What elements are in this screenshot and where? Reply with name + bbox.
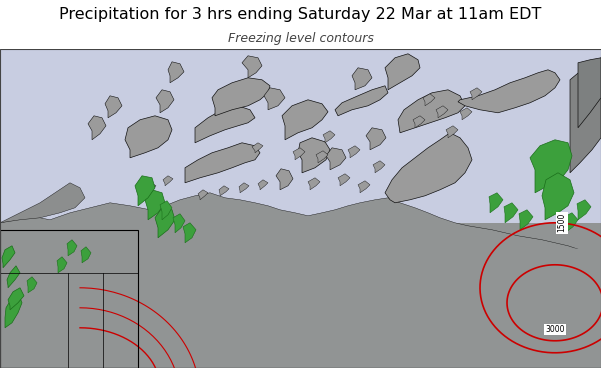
Polygon shape [436,106,448,118]
Polygon shape [8,288,24,310]
Polygon shape [163,176,173,186]
Polygon shape [276,169,293,190]
Polygon shape [358,181,370,193]
Polygon shape [578,58,601,128]
Polygon shape [168,62,184,83]
Polygon shape [385,54,420,90]
Polygon shape [385,133,472,203]
Polygon shape [504,203,518,223]
Polygon shape [27,277,37,293]
Polygon shape [185,143,260,183]
Polygon shape [264,88,285,110]
Polygon shape [160,201,172,220]
Polygon shape [282,100,328,140]
Polygon shape [0,223,601,368]
Polygon shape [212,78,270,116]
Bar [0,230,138,368]
Polygon shape [564,213,578,233]
Polygon shape [423,94,435,106]
Polygon shape [135,176,155,206]
Polygon shape [173,214,185,233]
Polygon shape [446,126,458,138]
Polygon shape [458,70,560,113]
Polygon shape [252,143,263,153]
Polygon shape [316,151,328,163]
Polygon shape [542,173,574,220]
Polygon shape [145,190,165,220]
Polygon shape [2,246,15,268]
Polygon shape [338,174,350,186]
Polygon shape [57,257,67,273]
Polygon shape [352,68,372,90]
Polygon shape [335,86,388,116]
Polygon shape [489,193,503,213]
Polygon shape [146,183,156,193]
Text: 3000: 3000 [545,325,565,334]
Polygon shape [195,106,255,143]
Polygon shape [183,223,196,243]
Text: 1500: 1500 [558,213,567,233]
Polygon shape [570,58,601,173]
Text: Precipitation for 3 hrs ending Saturday 22 Mar at 11am EDT: Precipitation for 3 hrs ending Saturday … [59,7,542,22]
Polygon shape [105,96,122,118]
Polygon shape [0,193,601,368]
Polygon shape [577,200,591,220]
Polygon shape [460,108,472,120]
Polygon shape [308,178,320,190]
Polygon shape [156,90,174,113]
Polygon shape [326,148,346,170]
Polygon shape [155,208,175,238]
Polygon shape [0,223,601,368]
Polygon shape [323,131,335,143]
Polygon shape [366,128,386,150]
Polygon shape [413,116,425,128]
Polygon shape [242,56,262,78]
Polygon shape [373,161,385,173]
Polygon shape [198,190,208,200]
Polygon shape [293,148,305,160]
Polygon shape [7,266,20,288]
Polygon shape [125,116,172,158]
Polygon shape [470,88,482,100]
Polygon shape [67,240,77,256]
Text: Freezing level contours: Freezing level contours [228,32,373,45]
Polygon shape [239,183,249,193]
Polygon shape [81,247,91,263]
Polygon shape [530,140,572,193]
Polygon shape [398,90,465,133]
Polygon shape [258,180,268,190]
Polygon shape [219,186,229,196]
Polygon shape [519,210,533,230]
Polygon shape [298,138,330,173]
Polygon shape [0,183,85,223]
Polygon shape [348,146,360,158]
Polygon shape [88,116,106,140]
Polygon shape [5,293,22,328]
